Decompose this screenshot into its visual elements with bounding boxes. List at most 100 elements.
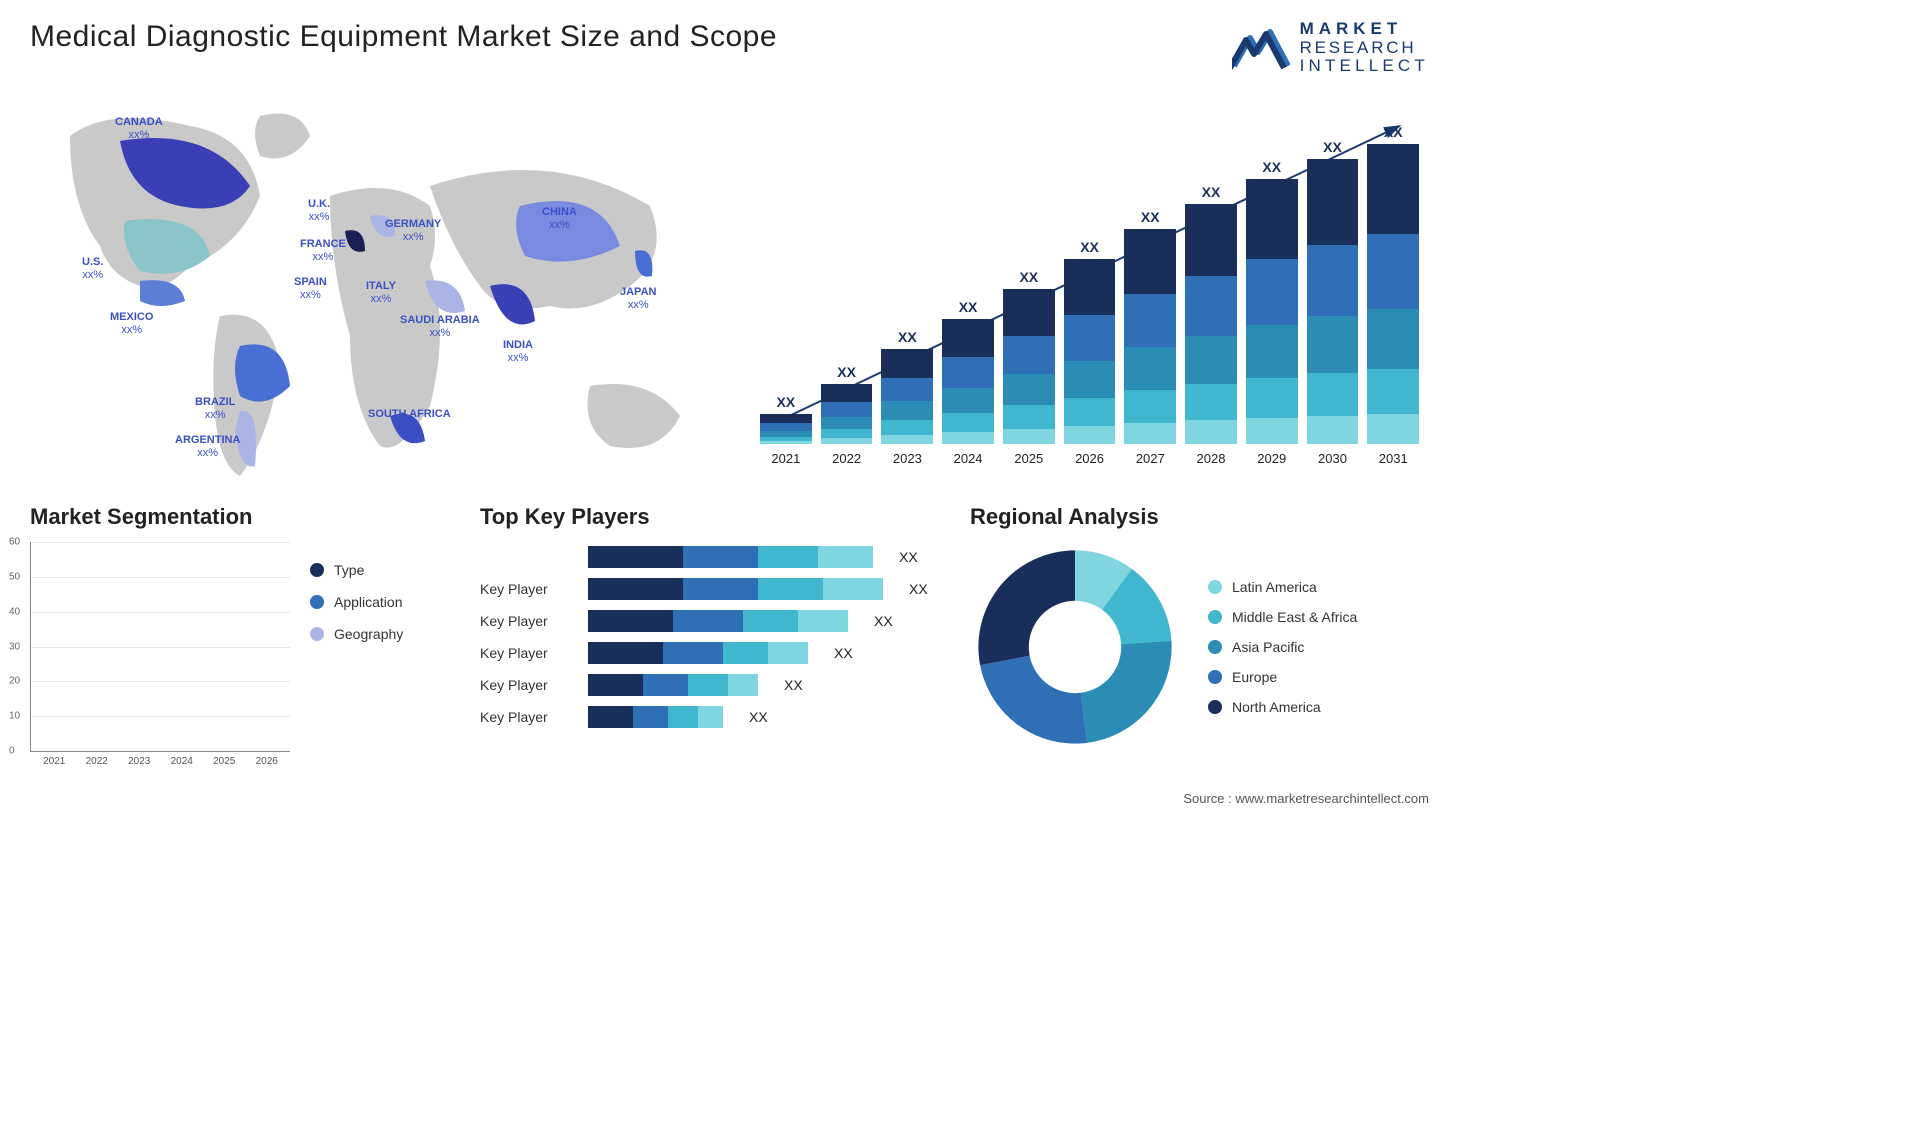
growth-bar [1307,159,1359,444]
growth-bar [1124,229,1176,444]
growth-bar [1246,179,1298,444]
player-bar-segment [818,546,873,568]
regional-donut [970,542,1180,752]
map-label: U.K.xx% [308,198,330,224]
legend-label: Europe [1232,669,1277,685]
map-label: CANADAxx% [115,116,163,142]
growth-bar-col: XX [1367,124,1419,444]
growth-bar-col: XX [1246,159,1298,444]
growth-bar-segment [821,402,873,417]
map-label: JAPANxx% [620,286,656,312]
player-bar-segment [728,674,758,696]
growth-bar-segment [1003,289,1055,336]
growth-bar [1064,259,1116,444]
player-bar-segment [743,610,798,632]
source-attribution: Source : www.marketresearchintellect.com [1183,791,1429,806]
growth-bar-segment [1246,259,1298,325]
growth-bar-segment [1185,420,1237,444]
seg-y-tick: 60 [9,537,20,548]
region-legend-item: Asia Pacific [1208,639,1357,655]
world-map: CANADAxx%U.S.xx%MEXICOxx%BRAZILxx%ARGENT… [30,86,730,486]
growth-bar-col: XX [1124,209,1176,444]
growth-bar-col: XX [1003,269,1055,444]
player-bar-segment [683,546,758,568]
growth-bar-segment [1185,336,1237,384]
region-legend-item: North America [1208,699,1357,715]
player-bar-segment [798,610,848,632]
player-bar [588,706,723,728]
map-label: U.S.xx% [82,256,103,282]
player-row: Key PlayerXX [480,578,950,600]
player-row: XX [480,546,950,568]
growth-bar [1367,144,1419,444]
player-value: XX [899,549,918,565]
player-bar [588,674,758,696]
player-row: Key PlayerXX [480,706,950,728]
player-row: Key PlayerXX [480,610,950,632]
player-value: XX [909,581,928,597]
growth-bar-value: XX [1080,239,1099,255]
player-bar-segment [758,578,823,600]
growth-bar-segment [1246,418,1298,445]
player-bar [588,546,873,568]
growth-bar-segment [942,432,994,445]
growth-bar [881,349,933,444]
player-bar-segment [633,706,668,728]
player-bar-segment [588,642,663,664]
map-label: SOUTH AFRICAxx% [368,408,451,434]
player-row: Key PlayerXX [480,674,950,696]
growth-bar-value: XX [898,329,917,345]
players-title: Top Key Players [480,504,950,530]
growth-year-label: 2031 [1367,451,1419,466]
growth-bar-segment [1003,429,1055,445]
growth-bar-segment [1246,325,1298,378]
growth-bar-segment [1367,144,1419,234]
growth-bar [942,319,994,444]
seg-legend-item: Application [310,594,403,610]
player-value: XX [749,709,768,725]
map-label: ITALYxx% [366,280,396,306]
player-bar [588,610,848,632]
growth-bar-segment [1307,159,1359,245]
growth-bar-segment [1064,398,1116,426]
growth-bar-segment [821,417,873,429]
brand-swoosh-icon [1232,26,1290,70]
player-bar-segment [588,706,633,728]
player-bar-segment [698,706,723,728]
growth-year-label: 2026 [1064,451,1116,466]
growth-year-label: 2023 [881,451,933,466]
seg-legend-item: Geography [310,626,403,642]
player-bar-segment [688,674,728,696]
segmentation-title: Market Segmentation [30,504,460,530]
player-bar-segment [683,578,758,600]
growth-bar-segment [1367,309,1419,369]
player-bar-segment [758,546,818,568]
legend-dot-icon [1208,700,1222,714]
player-bar-segment [723,642,768,664]
page-title: Medical Diagnostic Equipment Market Size… [30,20,777,54]
growth-bar-segment [942,357,994,388]
growth-bar-segment [1124,294,1176,348]
region-legend-item: Latin America [1208,579,1357,595]
growth-bar-segment [942,319,994,357]
player-bar-segment [588,610,673,632]
growth-bar-segment [760,423,812,431]
regional-panel: Regional Analysis Latin AmericaMiddle Ea… [970,504,1429,774]
legend-dot-icon [310,627,324,641]
legend-dot-icon [1208,580,1222,594]
brand-line3: INTELLECT [1300,57,1429,76]
growth-bar-value: XX [837,364,856,380]
legend-dot-icon [310,595,324,609]
seg-year-label: 2024 [165,756,200,767]
map-label: CHINAxx% [542,206,577,232]
region-legend-item: Middle East & Africa [1208,609,1357,625]
growth-bar-col: XX [1064,239,1116,444]
growth-bar-segment [1064,315,1116,361]
growth-year-label: 2027 [1124,451,1176,466]
growth-bar-segment [760,441,812,444]
growth-bar-segment [1185,204,1237,276]
growth-bar-segment [821,438,873,444]
growth-bar-segment [1307,416,1359,445]
growth-bar-segment [1124,347,1176,390]
growth-bar-col: XX [1307,139,1359,444]
